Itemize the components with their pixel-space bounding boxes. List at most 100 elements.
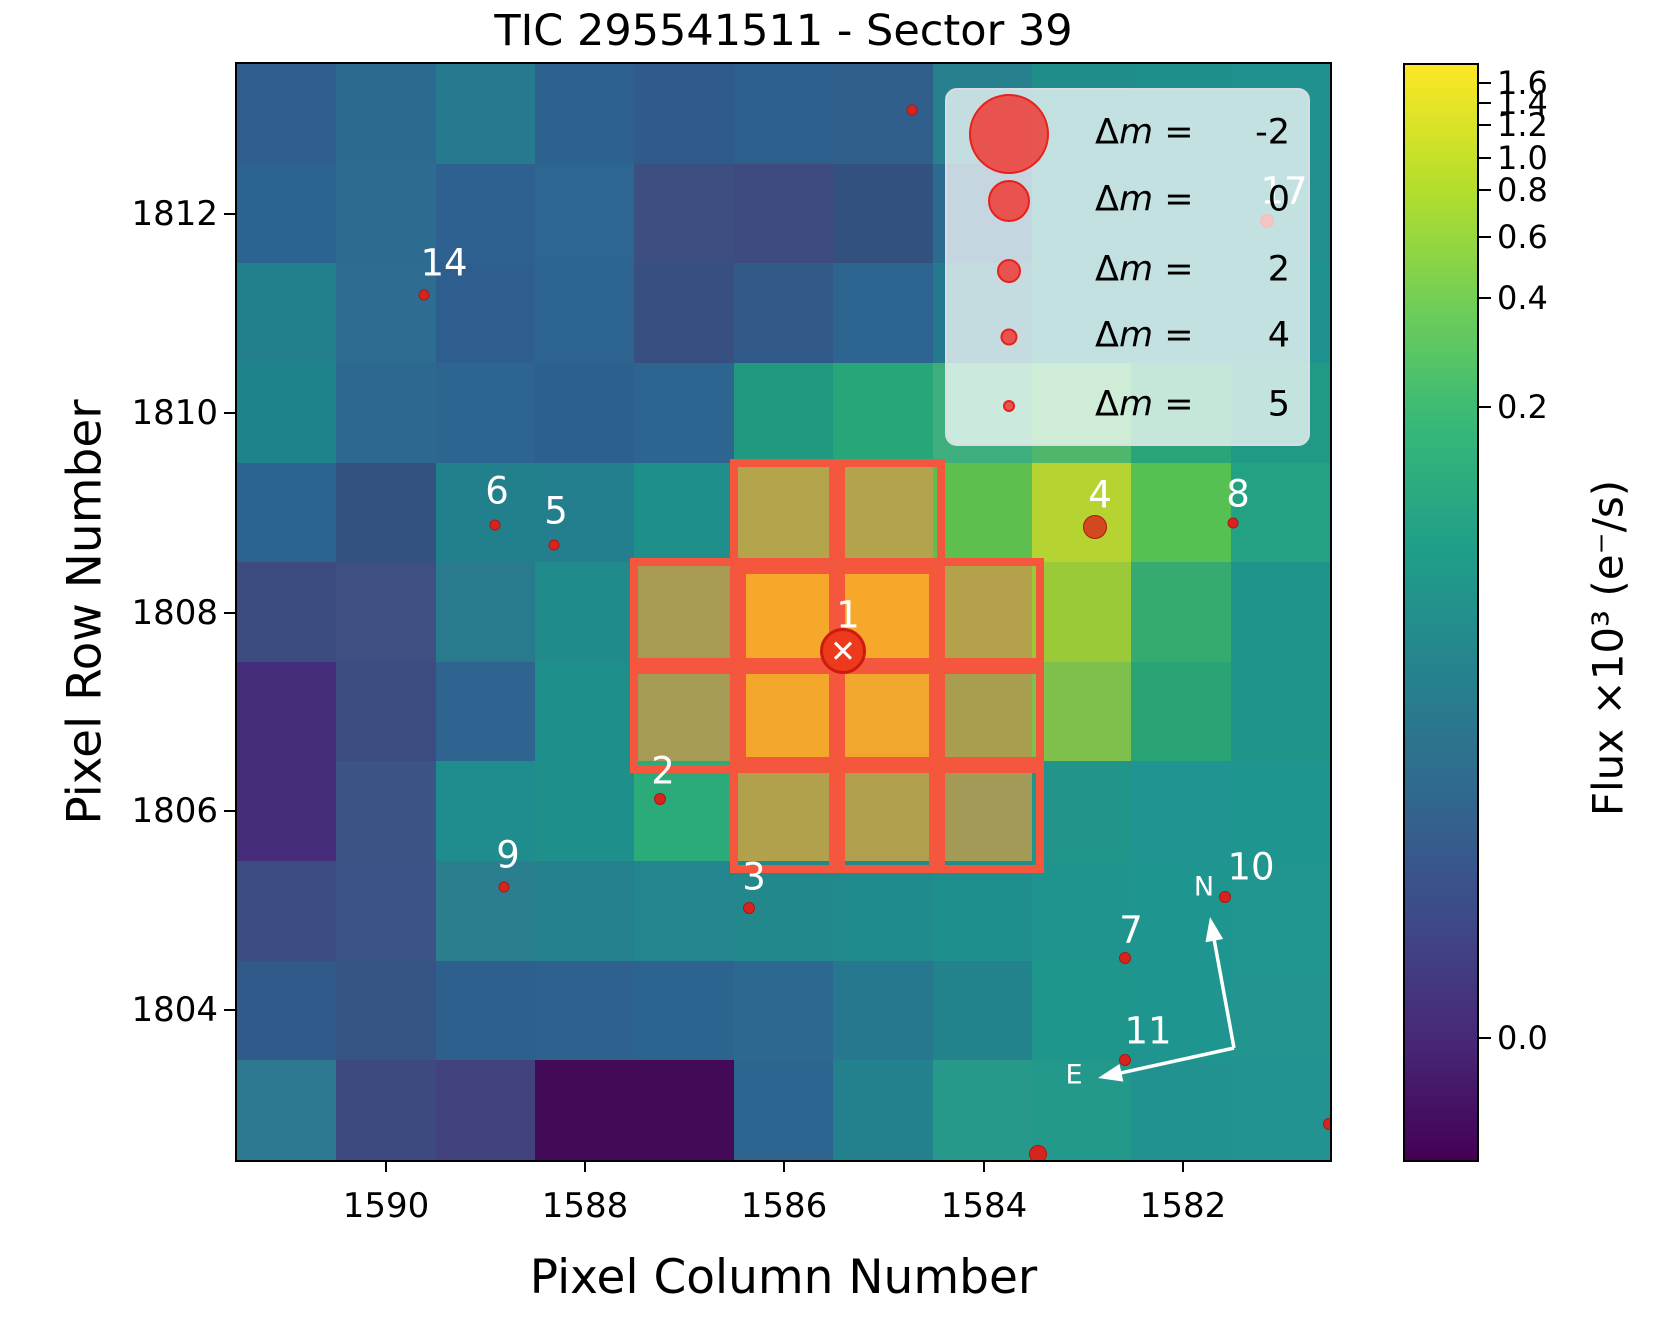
x-tick-label: 1590 (342, 1186, 430, 1226)
colorbar-tick-mark (1479, 124, 1491, 126)
colorbar-tick-mark (1479, 102, 1491, 104)
x-axis-label: Pixel Column Number (529, 1250, 1038, 1305)
heatmap-cell (634, 960, 734, 1061)
legend-row: Δm = 4 (947, 302, 1308, 372)
colorbar-tick-label: 0.2 (1497, 388, 1548, 426)
colorbar-tick-mark (1479, 236, 1491, 238)
heatmap-cell (1031, 960, 1132, 1061)
colorbar-tick-mark (1479, 82, 1491, 84)
plot-title: TIC 295541511 - Sector 39 (494, 6, 1073, 56)
heatmap-cell (733, 960, 834, 1061)
x-tick-mark (584, 1160, 586, 1172)
colorbar-tick-label: 1.0 (1497, 139, 1548, 177)
heatmap-cell (535, 362, 635, 463)
heatmap-cell (1131, 462, 1231, 563)
legend-size-circle-icon (997, 259, 1021, 283)
heatmap-cell (435, 163, 536, 264)
heatmap-cell (932, 960, 1032, 1061)
legend-delta-m-text: Δm = (1095, 249, 1194, 290)
nearby-star-marker (1227, 517, 1239, 529)
legend-delta-m-text: Δm = (1095, 315, 1194, 356)
heatmap-cell (733, 362, 834, 463)
heatmap-cell (1031, 661, 1132, 762)
heatmap-cell (535, 861, 635, 961)
heatmap-cell (1131, 562, 1231, 662)
x-tick-label: 1588 (541, 1186, 629, 1226)
heatmap-cell (237, 1060, 337, 1160)
heatmap-cell (733, 462, 834, 563)
star-label-4: 4 (1088, 473, 1112, 517)
heatmap-cell (733, 163, 834, 264)
heatmap-cell (634, 163, 734, 264)
heatmap-cell (1230, 960, 1330, 1061)
star-label-5: 5 (544, 489, 568, 533)
heatmap-cell (535, 960, 635, 1061)
heatmap-cell (435, 64, 536, 164)
heatmap-cell (336, 861, 436, 961)
x-tick-label: 1586 (740, 1186, 828, 1226)
heatmap-cell (1230, 661, 1330, 762)
heatmap-cell (535, 64, 635, 164)
heatmap-cell (237, 163, 337, 264)
compass-north-label: N (1193, 871, 1215, 903)
star-label-2: 2 (651, 749, 675, 793)
heatmap-cell (237, 761, 337, 862)
y-tick-mark (224, 1009, 236, 1011)
magnitude-legend: Δm = -2 Δm = 0 Δm = 2 Δm = 4 Δm = 5 (945, 88, 1310, 446)
heatmap-cell (634, 562, 734, 662)
heatmap-cell (237, 64, 337, 164)
legend-size-circle-icon (988, 180, 1030, 222)
heatmap-cell (1031, 861, 1132, 961)
heatmap-cell (336, 462, 436, 563)
heatmap-cell (237, 362, 337, 463)
heatmap-cell (1131, 761, 1231, 862)
legend-row: Δm = 2 (947, 236, 1308, 306)
heatmap-cell (733, 263, 834, 363)
colorbar-tick-mark (1479, 189, 1491, 191)
colorbar-tick-label: 0.0 (1497, 1019, 1548, 1057)
heatmap-cell (1131, 1060, 1231, 1160)
legend-delta-m-value: 4 (1267, 315, 1290, 356)
heatmap-cell (435, 362, 536, 463)
star-label-9: 9 (496, 833, 520, 877)
heatmap-cell (932, 661, 1032, 762)
heatmap-cell (237, 462, 337, 563)
x-tick-label: 1584 (940, 1186, 1028, 1226)
y-axis-label: Pixel Row Number (57, 399, 113, 825)
colorbar-tick-label: 1.6 (1497, 64, 1548, 102)
y-tick-mark (224, 612, 236, 614)
star-label-10: 10 (1227, 845, 1275, 889)
star-label-11: 11 (1124, 1009, 1172, 1053)
x-tick-mark (1182, 1160, 1184, 1172)
heatmap-cell (435, 462, 536, 563)
legend-row: Δm = 5 (947, 371, 1308, 441)
nearby-star-marker (498, 881, 510, 893)
star-label-8: 8 (1226, 472, 1250, 516)
nearby-star-marker (1219, 891, 1231, 903)
x-tick-mark (385, 1160, 387, 1172)
star-label-14: 14 (420, 241, 468, 285)
nearby-star-marker (489, 519, 501, 531)
star-label-7: 7 (1119, 908, 1143, 952)
heatmap-cell (336, 64, 436, 164)
y-tick-label: 1806 (131, 791, 218, 831)
heatmap-cell (435, 761, 536, 862)
colorbar-tick-mark (1479, 157, 1491, 159)
heatmap-cell (833, 362, 933, 463)
legend-delta-m-text: Δm = (1095, 112, 1194, 153)
heatmap-cell (733, 661, 834, 762)
colorbar-tick-mark (1479, 1037, 1491, 1039)
legend-size-circle-icon (969, 94, 1049, 174)
heatmap-cell (1230, 1060, 1330, 1160)
heatmap-cell (833, 960, 933, 1061)
colorbar (1403, 63, 1479, 1162)
heatmap-cell (435, 960, 536, 1061)
heatmap-cell (435, 661, 536, 762)
colorbar-tick-label: 1.2 (1497, 106, 1548, 144)
heatmap-cell (435, 562, 536, 662)
nearby-star-marker (1323, 1118, 1330, 1130)
colorbar-label: Flux ×10³ (e⁻/s) (1583, 479, 1633, 817)
heatmap-cell (634, 362, 734, 463)
compass-east-label: E (1065, 1059, 1083, 1091)
heatmap-cell (435, 861, 536, 961)
